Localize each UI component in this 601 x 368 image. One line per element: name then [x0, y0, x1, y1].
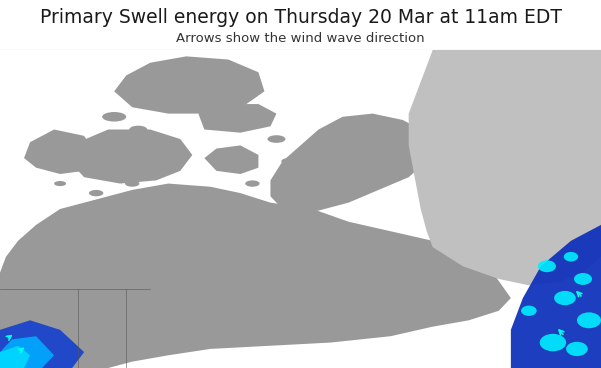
Ellipse shape — [89, 190, 103, 196]
Ellipse shape — [180, 84, 204, 93]
Polygon shape — [24, 130, 96, 174]
Polygon shape — [114, 56, 264, 114]
Polygon shape — [511, 225, 601, 368]
Ellipse shape — [574, 273, 592, 285]
Polygon shape — [0, 346, 30, 368]
Ellipse shape — [161, 168, 175, 174]
Polygon shape — [409, 50, 601, 285]
Polygon shape — [204, 145, 258, 174]
Ellipse shape — [281, 158, 296, 164]
Polygon shape — [0, 184, 511, 368]
Polygon shape — [0, 320, 84, 368]
Ellipse shape — [577, 312, 601, 328]
Ellipse shape — [538, 260, 556, 272]
Polygon shape — [0, 336, 54, 368]
Ellipse shape — [564, 252, 578, 262]
Ellipse shape — [267, 135, 285, 143]
Ellipse shape — [125, 180, 139, 187]
Ellipse shape — [521, 305, 537, 316]
Polygon shape — [66, 130, 192, 184]
Ellipse shape — [129, 126, 147, 133]
Polygon shape — [270, 114, 433, 215]
Ellipse shape — [245, 180, 260, 187]
Ellipse shape — [54, 181, 66, 186]
Ellipse shape — [204, 191, 216, 196]
Ellipse shape — [325, 191, 337, 196]
Ellipse shape — [540, 334, 566, 351]
Ellipse shape — [147, 85, 177, 98]
Ellipse shape — [317, 168, 332, 174]
Ellipse shape — [554, 291, 576, 305]
Ellipse shape — [102, 112, 126, 121]
Polygon shape — [198, 104, 276, 133]
Text: Primary Swell energy on Thursday 20 Mar at 11am EDT: Primary Swell energy on Thursday 20 Mar … — [40, 8, 561, 27]
Text: Arrows show the wind wave direction: Arrows show the wind wave direction — [176, 32, 425, 46]
Ellipse shape — [566, 342, 588, 356]
